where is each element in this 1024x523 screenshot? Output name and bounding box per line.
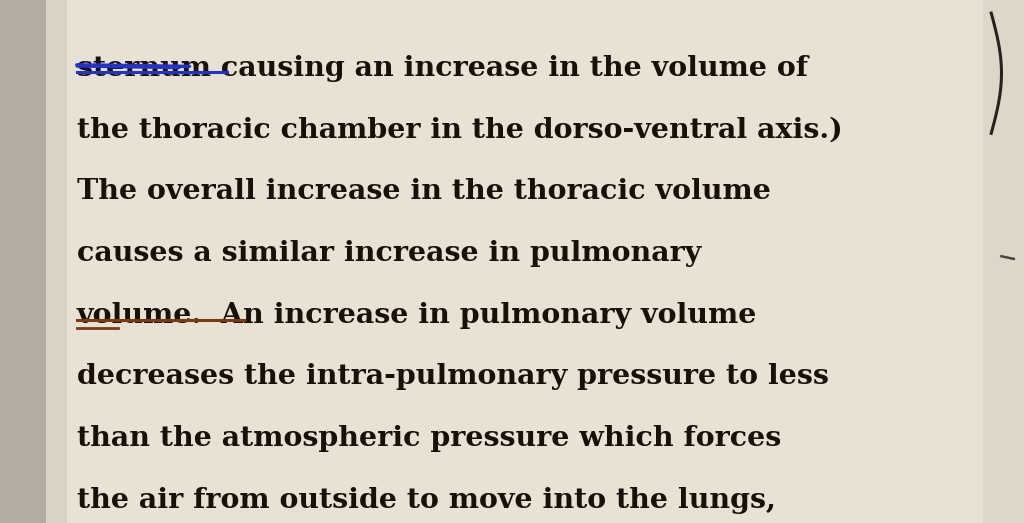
Text: the thoracic chamber in the dorso-ventral axis.): the thoracic chamber in the dorso-ventra… [77, 117, 843, 144]
Polygon shape [983, 0, 1024, 523]
Polygon shape [0, 0, 46, 523]
Text: causes a similar increase in pulmonary: causes a similar increase in pulmonary [77, 240, 701, 267]
Polygon shape [46, 0, 67, 523]
Text: than the atmospheric pressure which forces: than the atmospheric pressure which forc… [77, 425, 781, 452]
Text: decreases the intra-pulmonary pressure to less: decreases the intra-pulmonary pressure t… [77, 363, 828, 391]
Text: the air from outside to move into the lungs,: the air from outside to move into the lu… [77, 487, 775, 514]
Text: sternum causing an increase in the volume of: sternum causing an increase in the volum… [77, 55, 808, 82]
Text: volume.  An increase in pulmonary volume: volume. An increase in pulmonary volume [77, 302, 757, 329]
Text: The overall increase in the thoracic volume: The overall increase in the thoracic vol… [77, 178, 771, 206]
